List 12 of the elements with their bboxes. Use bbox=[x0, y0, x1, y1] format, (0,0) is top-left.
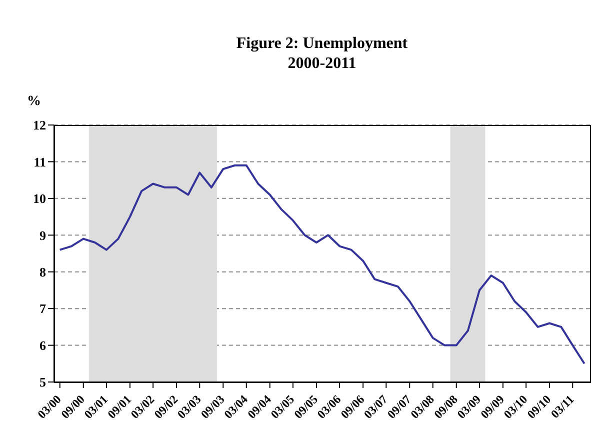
y-tick-label: 11 bbox=[34, 154, 46, 170]
y-tick-label: 5 bbox=[40, 374, 46, 390]
y-tick-label: 10 bbox=[33, 191, 46, 206]
y-tick-label: 9 bbox=[40, 228, 46, 243]
y-tick-label: 6 bbox=[40, 338, 46, 353]
y-tick-label: 12 bbox=[33, 118, 46, 133]
chart-subtitle: 2000-2011 bbox=[286, 54, 358, 74]
y-tick-label: 7 bbox=[40, 301, 46, 316]
line-series bbox=[58, 164, 586, 365]
y-axis-title: % bbox=[27, 94, 41, 110]
chart-title: Figure 2: Unemployment bbox=[235, 34, 409, 54]
y-tick-label: 8 bbox=[40, 264, 46, 280]
